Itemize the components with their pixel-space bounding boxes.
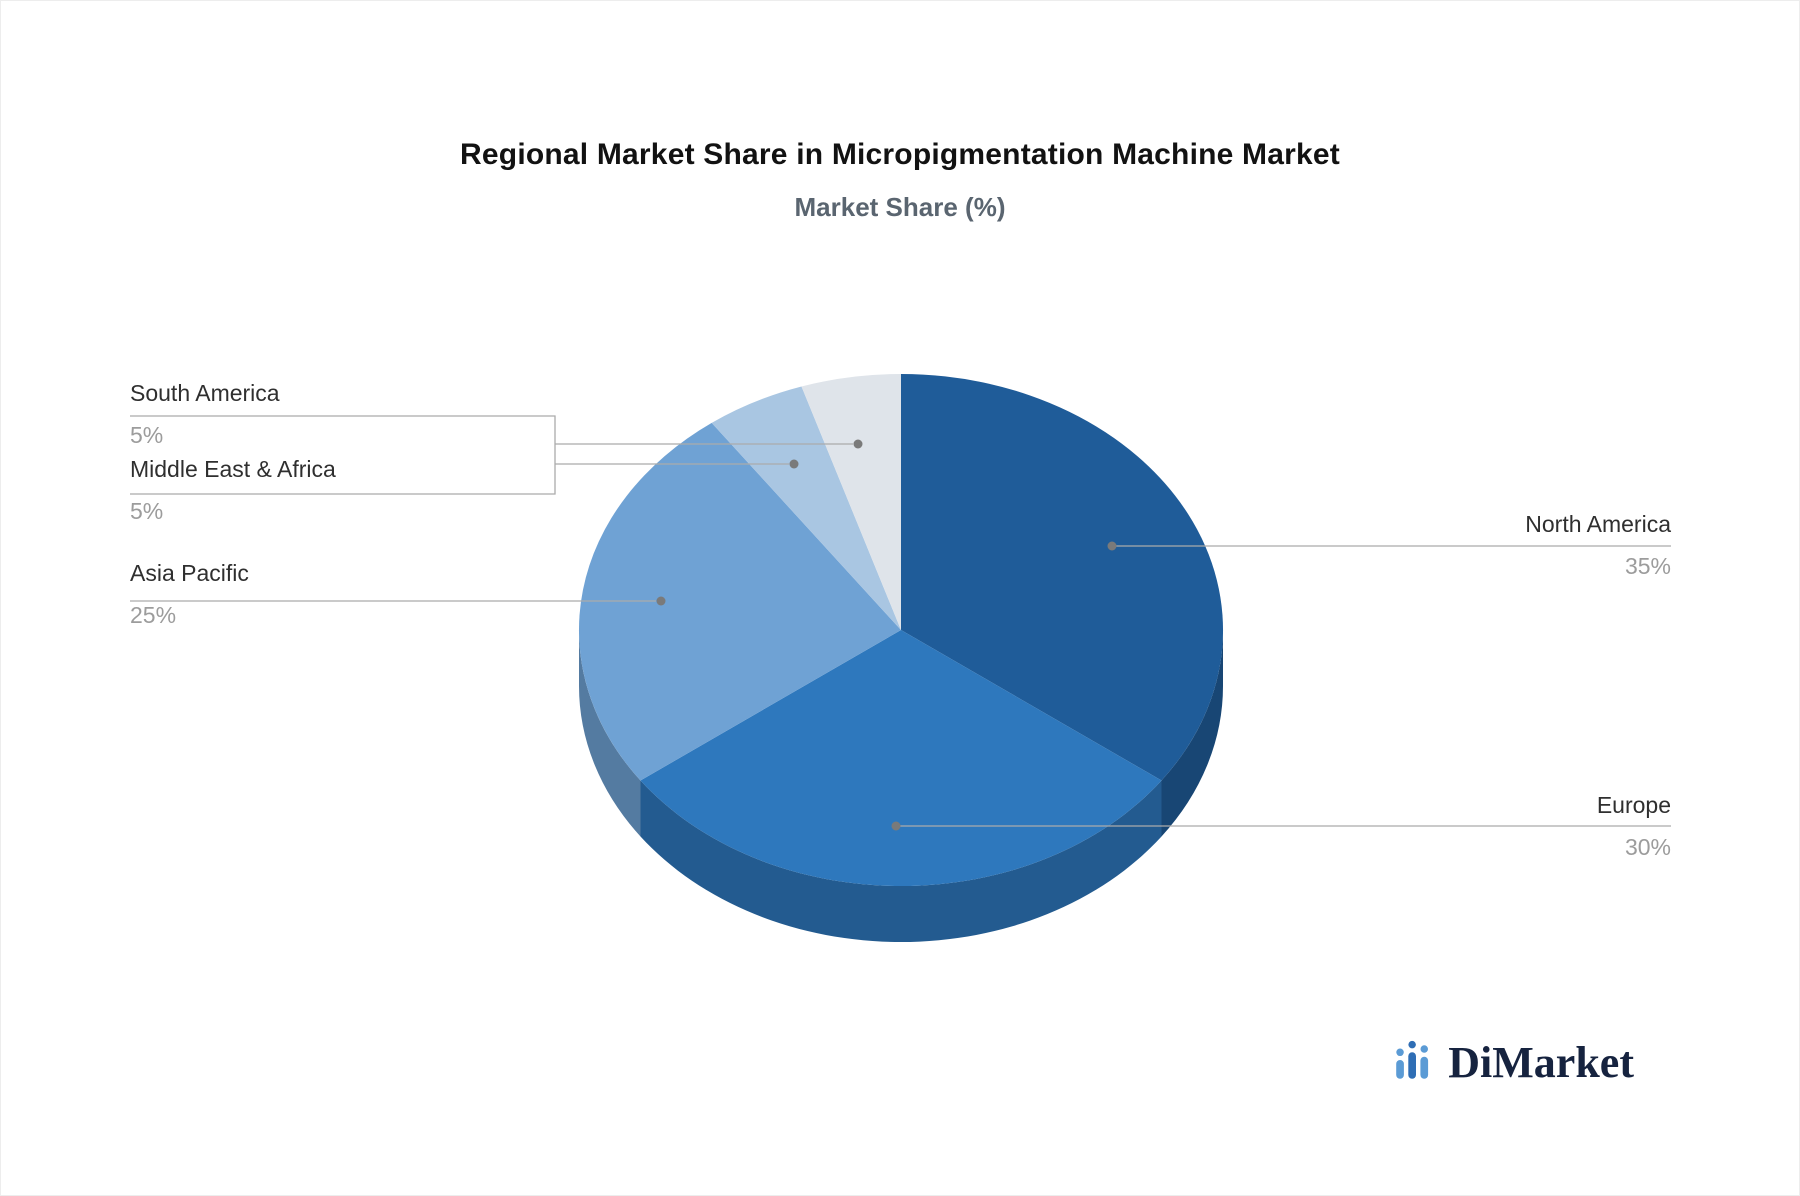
dimarket-logo-text: DiMarket <box>1448 1038 1634 1087</box>
leader-dot-europe <box>891 821 901 831</box>
leader-dot-asia-pacific <box>656 596 666 606</box>
slice-label: South America <box>130 380 280 406</box>
dimarket-logo: DiMarket <box>1394 1038 1634 1085</box>
callout-asia-pacific: Asia Pacific 25% <box>130 560 249 629</box>
leader-line-bracket-sa-mea <box>130 415 556 495</box>
callout-south-america: South America 5% <box>130 380 280 449</box>
pie-slice-side-asia-pacific <box>579 630 641 837</box>
pie-slice-side-north-america <box>1161 630 1224 837</box>
pie-slice-north-america <box>901 374 1224 781</box>
slice-value: 30% <box>1624 834 1671 860</box>
leader-dot-north-america <box>1107 541 1117 551</box>
leader-dot-middle-east-africa <box>789 459 799 469</box>
chart-title: Regional Market Share in Micropigmentati… <box>460 138 1340 171</box>
slice-value: 5% <box>130 422 164 448</box>
callout-middle-east-africa: Middle East & Africa 5% <box>130 456 336 525</box>
slice-label: Asia Pacific <box>130 560 249 586</box>
pie-slice-asia-pacific <box>578 422 901 781</box>
slice-value: 35% <box>1624 553 1671 579</box>
chart-subtitle: Market Share (%) <box>794 192 1006 222</box>
leader-dot-south-america <box>853 439 863 449</box>
slice-value: 25% <box>130 602 177 628</box>
callout-europe: Europe 30% <box>1597 792 1671 861</box>
pie-slice-side-europe <box>640 780 1162 943</box>
slice-label: North America <box>1525 511 1671 537</box>
pie-slice-europe <box>640 630 1162 887</box>
slice-label: Middle East & Africa <box>130 456 336 482</box>
callout-north-america: North America 35% <box>1525 511 1671 580</box>
dimarket-logo-icon <box>1396 1040 1429 1079</box>
slice-label: Europe <box>1596 792 1671 818</box>
pie-slice-middle-east-africa <box>711 386 901 630</box>
slice-value: 5% <box>130 498 164 524</box>
pie-slice-south-america <box>801 374 901 630</box>
